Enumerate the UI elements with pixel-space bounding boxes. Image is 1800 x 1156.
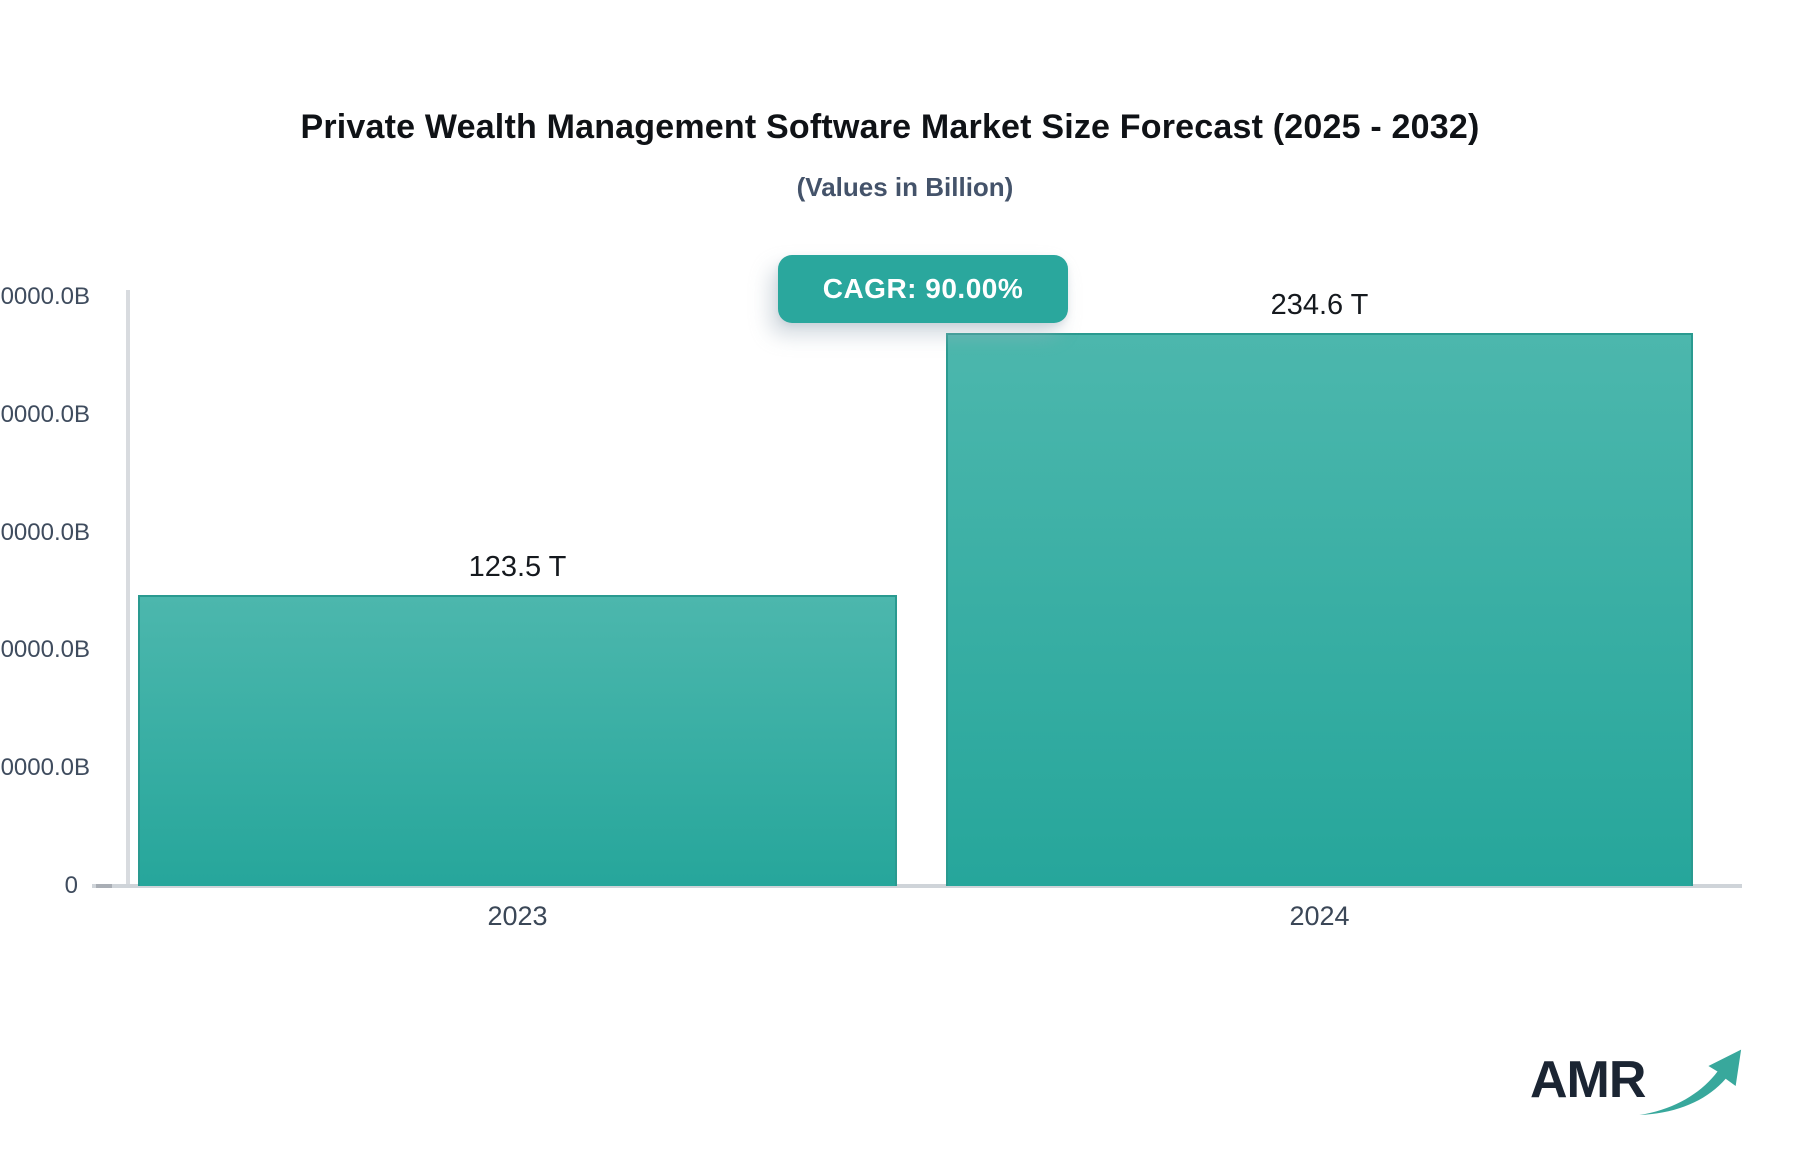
- y-tick-label: 0: [64, 872, 78, 899]
- y-tick-label: 00000.0B: [0, 400, 90, 428]
- y-axis-line: [126, 290, 130, 886]
- y-tick-label: 50000.0B: [0, 518, 90, 546]
- y-axis-zero-tick: [96, 884, 112, 888]
- amr-logo-text: AMR: [1530, 1051, 1646, 1109]
- x-axis-label: 2023: [487, 901, 548, 931]
- cagr-badge-label: CAGR: 90.00%: [822, 273, 1024, 304]
- x-axis-line: [92, 884, 1742, 888]
- y-tick-label: 00000.0B: [0, 636, 90, 664]
- growth-arrow-icon: [1639, 1049, 1742, 1116]
- chart-title: Private Wealth Management Software Marke…: [300, 108, 1480, 146]
- y-tick-label: 50000.0B: [0, 754, 90, 782]
- chart-subtitle: (Values in Billion): [796, 172, 1014, 202]
- y-tick-label: 50000.0B: [0, 283, 90, 310]
- bar-2024: [946, 333, 1693, 886]
- x-axis-label: 2024: [1289, 901, 1350, 931]
- bar-2023: [138, 595, 897, 886]
- bar-value-label: 234.6 T: [1270, 289, 1369, 321]
- cagr-badge: CAGR: 90.00%: [778, 255, 1068, 323]
- bar-value-label: 123.5 T: [468, 551, 567, 583]
- amr-logo: AMR: [1530, 1038, 1790, 1128]
